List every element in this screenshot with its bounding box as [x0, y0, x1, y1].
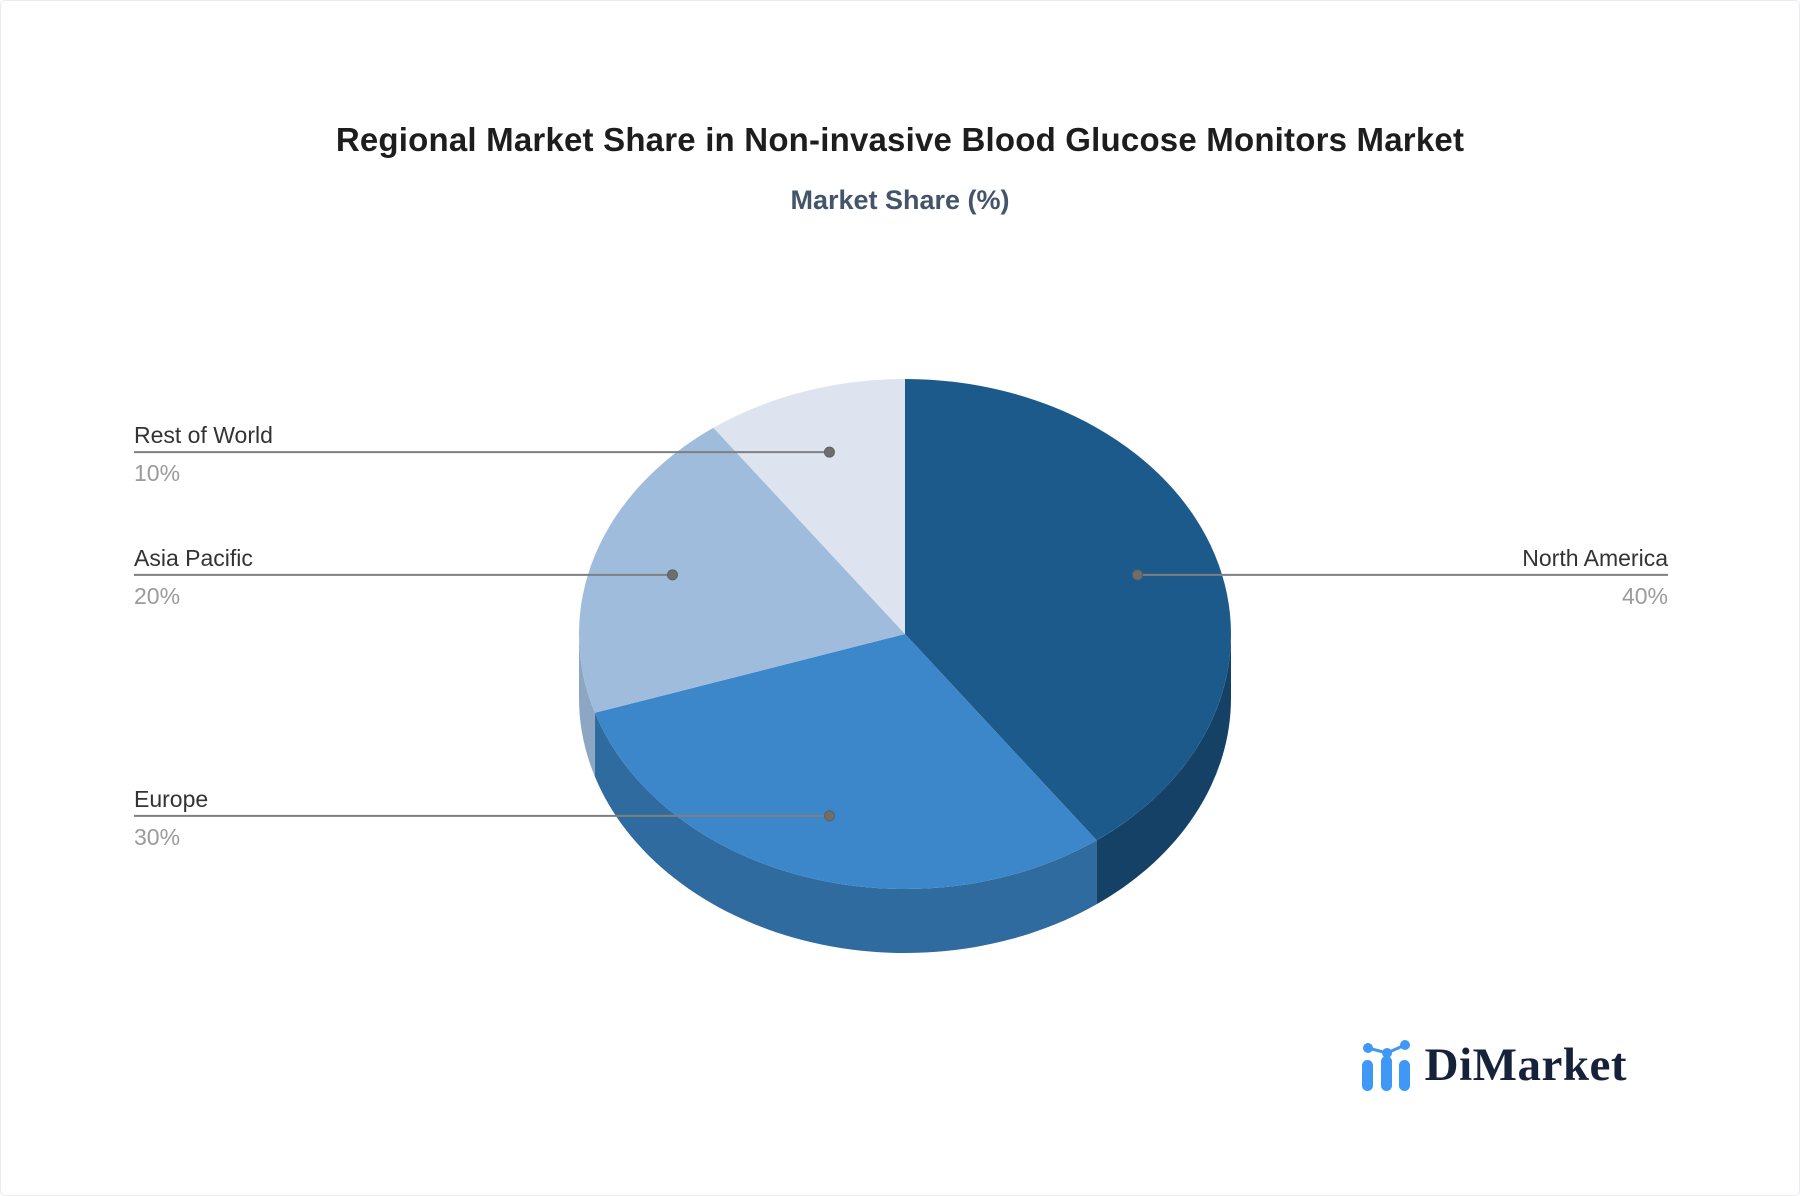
bar-chart-trend-icon: [1361, 1040, 1410, 1091]
slice-asia-pacific[interactable]: [579, 427, 905, 713]
slice-europe[interactable]: [594, 634, 1097, 889]
slice-label-europe: Europe: [134, 786, 208, 812]
chart-subtitle: Market Share (%): [790, 185, 1010, 215]
brand-logo: DiMarket: [1361, 1039, 1627, 1091]
leader-dot-north-america: [1132, 569, 1144, 581]
slice-side-asia-pacific: [579, 634, 595, 777]
slice-label-rest-of-world: Rest of World: [134, 422, 273, 448]
slice-value-asia-pacific: 20%: [134, 583, 180, 609]
slice-value-north-america: 40%: [1622, 583, 1668, 609]
leader-dot-asia-pacific: [666, 569, 678, 581]
slice-side-north-america: [1096, 634, 1231, 905]
slice-label-asia-pacific: Asia Pacific: [134, 545, 253, 571]
brand-logo-text: DiMarket: [1424, 1039, 1627, 1091]
slice-value-rest-of-world: 10%: [134, 460, 180, 486]
slice-rest-of-world[interactable]: [713, 379, 905, 634]
slice-label-north-america: North America: [1522, 545, 1668, 571]
slice-value-europe: 30%: [134, 824, 180, 850]
slice-side-europe: [594, 712, 1097, 954]
chart-title: Regional Market Share in Non-invasive Bl…: [335, 121, 1465, 158]
leader-dot-europe: [823, 810, 835, 822]
slice-north-america[interactable]: [905, 379, 1232, 841]
leader-dot-rest-of-world: [823, 446, 835, 458]
